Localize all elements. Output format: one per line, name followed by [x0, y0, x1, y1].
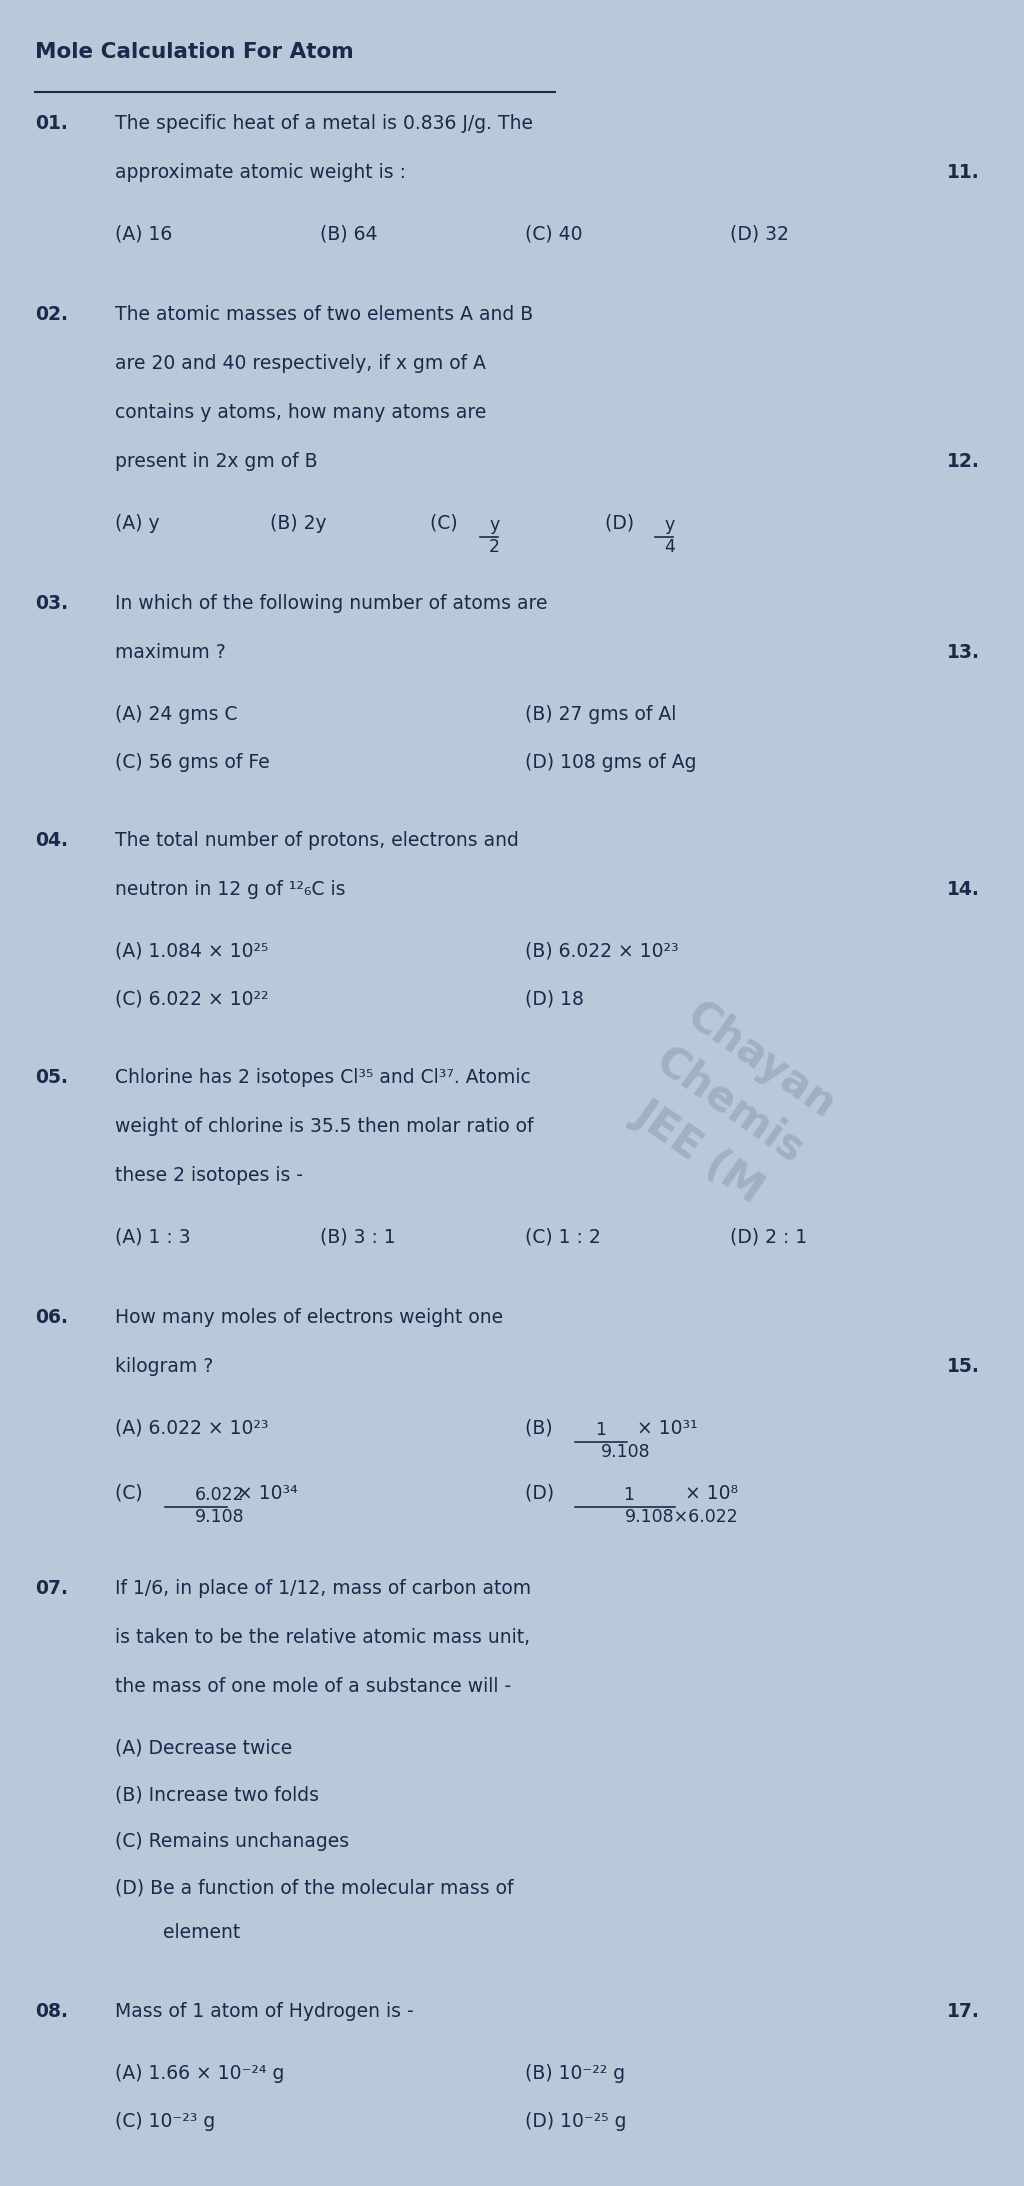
Text: 9.108: 9.108 [601, 1443, 650, 1460]
Text: (D) 10⁻²⁵ g: (D) 10⁻²⁵ g [525, 2112, 627, 2131]
Text: Mass of 1 atom of Hydrogen is -: Mass of 1 atom of Hydrogen is - [115, 2002, 414, 2020]
Text: 03.: 03. [35, 595, 69, 612]
Text: (C) 1 : 2: (C) 1 : 2 [525, 1229, 601, 1246]
Text: (A) y: (A) y [115, 514, 160, 533]
Text: (D): (D) [605, 514, 640, 533]
Text: 05.: 05. [35, 1069, 68, 1086]
Text: (A) 6.022 × 10²³: (A) 6.022 × 10²³ [115, 1419, 268, 1438]
Text: (B): (B) [525, 1419, 559, 1438]
Text: 01.: 01. [35, 114, 68, 133]
Text: (B) 64: (B) 64 [319, 225, 378, 245]
Text: (B) 2y: (B) 2y [270, 514, 327, 533]
Text: approximate atomic weight is :: approximate atomic weight is : [115, 164, 406, 181]
Text: (B) 3 : 1: (B) 3 : 1 [319, 1229, 395, 1246]
Text: weight of chlorine is 35.5 then molar ratio of: weight of chlorine is 35.5 then molar ra… [115, 1117, 534, 1137]
Text: (C): (C) [430, 514, 464, 533]
Text: neutron in 12 g of ¹²₆C is: neutron in 12 g of ¹²₆C is [115, 881, 345, 898]
Text: (D) 2 : 1: (D) 2 : 1 [730, 1229, 807, 1246]
Text: (A) 1.084 × 10²⁵: (A) 1.084 × 10²⁵ [115, 942, 268, 962]
Text: (D) 32: (D) 32 [730, 225, 788, 245]
Text: (B) Increase two folds: (B) Increase two folds [115, 1786, 319, 1806]
Text: present in 2x gm of B: present in 2x gm of B [115, 453, 317, 470]
Text: maximum ?: maximum ? [115, 643, 225, 662]
Text: (A) 24 gms C: (A) 24 gms C [115, 706, 238, 724]
Text: (C): (C) [115, 1484, 148, 1504]
Text: The atomic masses of two elements A and B: The atomic masses of two elements A and … [115, 306, 534, 324]
Text: Chlorine has 2 isotopes Cl³⁵ and Cl³⁷. Atomic: Chlorine has 2 isotopes Cl³⁵ and Cl³⁷. A… [115, 1069, 530, 1086]
Text: The total number of protons, electrons and: The total number of protons, electrons a… [115, 831, 519, 850]
Text: (B) 27 gms of Al: (B) 27 gms of Al [525, 706, 677, 724]
Text: 07.: 07. [35, 1578, 68, 1598]
Text: are 20 and 40 respectively, if x gm of A: are 20 and 40 respectively, if x gm of A [115, 354, 486, 374]
Text: (D) 18: (D) 18 [525, 990, 584, 1010]
Text: (D) Be a function of the molecular mass of: (D) Be a function of the molecular mass … [115, 1878, 513, 1897]
Text: The specific heat of a metal is 0.836 J/g. The: The specific heat of a metal is 0.836 J/… [115, 114, 534, 133]
Text: 12.: 12. [947, 453, 980, 470]
Text: (C) Remains unchanages: (C) Remains unchanages [115, 1832, 349, 1852]
Text: (C) 56 gms of Fe: (C) 56 gms of Fe [115, 752, 269, 772]
Text: (A) Decrease twice: (A) Decrease twice [115, 1740, 292, 1758]
Text: contains y atoms, how many atoms are: contains y atoms, how many atoms are [115, 402, 486, 422]
Text: these 2 isotopes is -: these 2 isotopes is - [115, 1165, 303, 1185]
Text: If 1/6, in place of 1/12, mass of carbon atom: If 1/6, in place of 1/12, mass of carbon… [115, 1578, 531, 1598]
Text: 15.: 15. [947, 1358, 980, 1375]
Text: element: element [115, 1924, 241, 1941]
Text: kilogram ?: kilogram ? [115, 1358, 213, 1375]
Text: 9.108×6.022: 9.108×6.022 [625, 1508, 738, 1526]
Text: 9.108: 9.108 [195, 1508, 245, 1526]
Text: 1: 1 [623, 1486, 634, 1504]
Text: the mass of one mole of a substance will -: the mass of one mole of a substance will… [115, 1677, 511, 1696]
Text: 13.: 13. [947, 643, 980, 662]
Text: × 10⁸: × 10⁸ [685, 1484, 738, 1504]
Text: Mole Calculation For Atom: Mole Calculation For Atom [35, 42, 353, 61]
Text: (D): (D) [525, 1484, 560, 1504]
Text: (B) 6.022 × 10²³: (B) 6.022 × 10²³ [525, 942, 679, 962]
Text: (C) 6.022 × 10²²: (C) 6.022 × 10²² [115, 990, 268, 1010]
Text: 4: 4 [664, 538, 675, 555]
Text: 08.: 08. [35, 2002, 68, 2020]
Text: 2: 2 [489, 538, 500, 555]
Text: y: y [489, 516, 500, 533]
Text: 04.: 04. [35, 831, 68, 850]
Text: is taken to be the relative atomic mass unit,: is taken to be the relative atomic mass … [115, 1629, 530, 1646]
Text: 11.: 11. [947, 164, 980, 181]
Text: y: y [664, 516, 674, 533]
Text: 06.: 06. [35, 1307, 68, 1327]
Text: (A) 1 : 3: (A) 1 : 3 [115, 1229, 190, 1246]
Text: (A) 1.66 × 10⁻²⁴ g: (A) 1.66 × 10⁻²⁴ g [115, 2064, 285, 2083]
Text: (C) 10⁻²³ g: (C) 10⁻²³ g [115, 2112, 215, 2131]
Text: 17.: 17. [947, 2002, 980, 2020]
Text: (C) 40: (C) 40 [525, 225, 583, 245]
Text: 1: 1 [595, 1421, 606, 1438]
Text: × 10³⁴: × 10³⁴ [237, 1484, 298, 1504]
Text: In which of the following number of atoms are: In which of the following number of atom… [115, 595, 548, 612]
Text: 6.022: 6.022 [195, 1486, 245, 1504]
Text: How many moles of electrons weight one: How many moles of electrons weight one [115, 1307, 503, 1327]
Text: (D) 108 gms of Ag: (D) 108 gms of Ag [525, 752, 696, 772]
Text: 02.: 02. [35, 306, 68, 324]
Text: × 10³¹: × 10³¹ [637, 1419, 697, 1438]
Text: 14.: 14. [947, 881, 980, 898]
Text: (B) 10⁻²² g: (B) 10⁻²² g [525, 2064, 625, 2083]
Text: (A) 16: (A) 16 [115, 225, 172, 245]
Text: Chayan
Chemis
JEE (M: Chayan Chemis JEE (M [616, 995, 844, 1218]
